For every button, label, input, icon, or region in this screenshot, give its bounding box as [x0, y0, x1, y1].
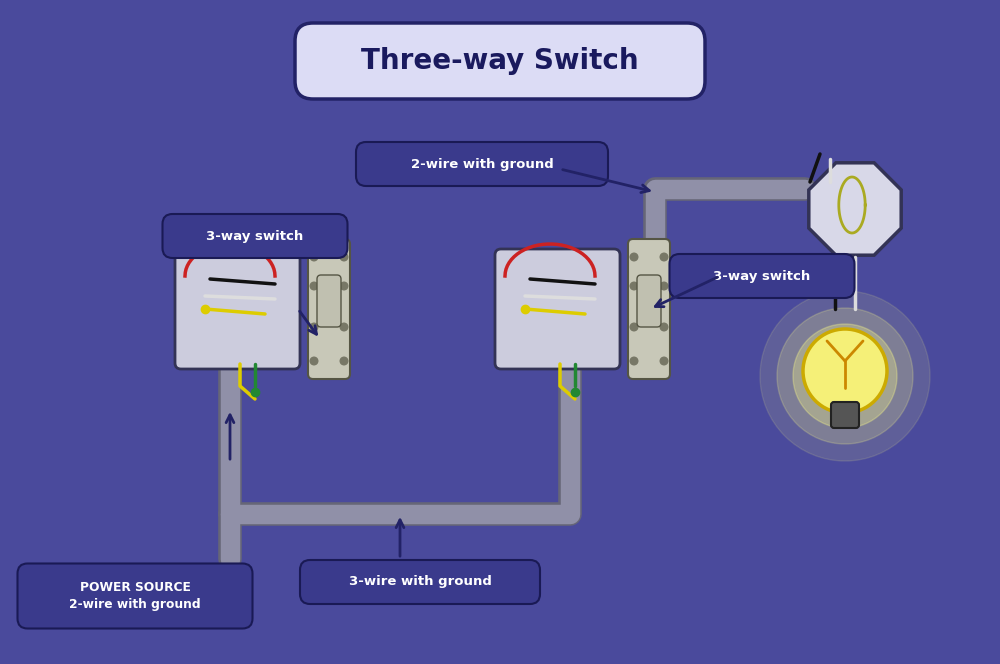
FancyBboxPatch shape — [628, 239, 670, 379]
Circle shape — [660, 253, 668, 261]
Text: 2-wire with ground: 2-wire with ground — [411, 157, 553, 171]
Circle shape — [630, 357, 638, 365]
FancyBboxPatch shape — [308, 239, 350, 379]
FancyBboxPatch shape — [300, 560, 540, 604]
FancyBboxPatch shape — [637, 275, 661, 327]
FancyBboxPatch shape — [295, 23, 705, 99]
Circle shape — [340, 253, 348, 261]
Circle shape — [630, 282, 638, 290]
Circle shape — [630, 323, 638, 331]
Circle shape — [310, 282, 318, 290]
Text: 3-way switch: 3-way switch — [206, 230, 304, 242]
Circle shape — [760, 291, 930, 461]
FancyBboxPatch shape — [162, 214, 348, 258]
FancyBboxPatch shape — [495, 249, 620, 369]
Circle shape — [793, 324, 897, 428]
Circle shape — [310, 323, 318, 331]
Circle shape — [660, 323, 668, 331]
Circle shape — [660, 357, 668, 365]
Circle shape — [630, 253, 638, 261]
FancyBboxPatch shape — [317, 275, 341, 327]
Circle shape — [660, 282, 668, 290]
FancyBboxPatch shape — [831, 402, 859, 428]
Text: 3-wire with ground: 3-wire with ground — [349, 576, 491, 588]
Circle shape — [803, 329, 887, 413]
FancyBboxPatch shape — [670, 254, 854, 298]
FancyBboxPatch shape — [175, 249, 300, 369]
Text: POWER SOURCE
2-wire with ground: POWER SOURCE 2-wire with ground — [69, 581, 201, 611]
Circle shape — [310, 357, 318, 365]
Text: Three-way Switch: Three-way Switch — [361, 47, 639, 75]
Circle shape — [310, 253, 318, 261]
FancyBboxPatch shape — [356, 142, 608, 186]
FancyBboxPatch shape — [18, 564, 253, 629]
Polygon shape — [809, 163, 901, 255]
Text: 3-way switch: 3-way switch — [713, 270, 811, 282]
Circle shape — [340, 357, 348, 365]
Circle shape — [340, 323, 348, 331]
Circle shape — [777, 308, 913, 444]
Circle shape — [340, 282, 348, 290]
